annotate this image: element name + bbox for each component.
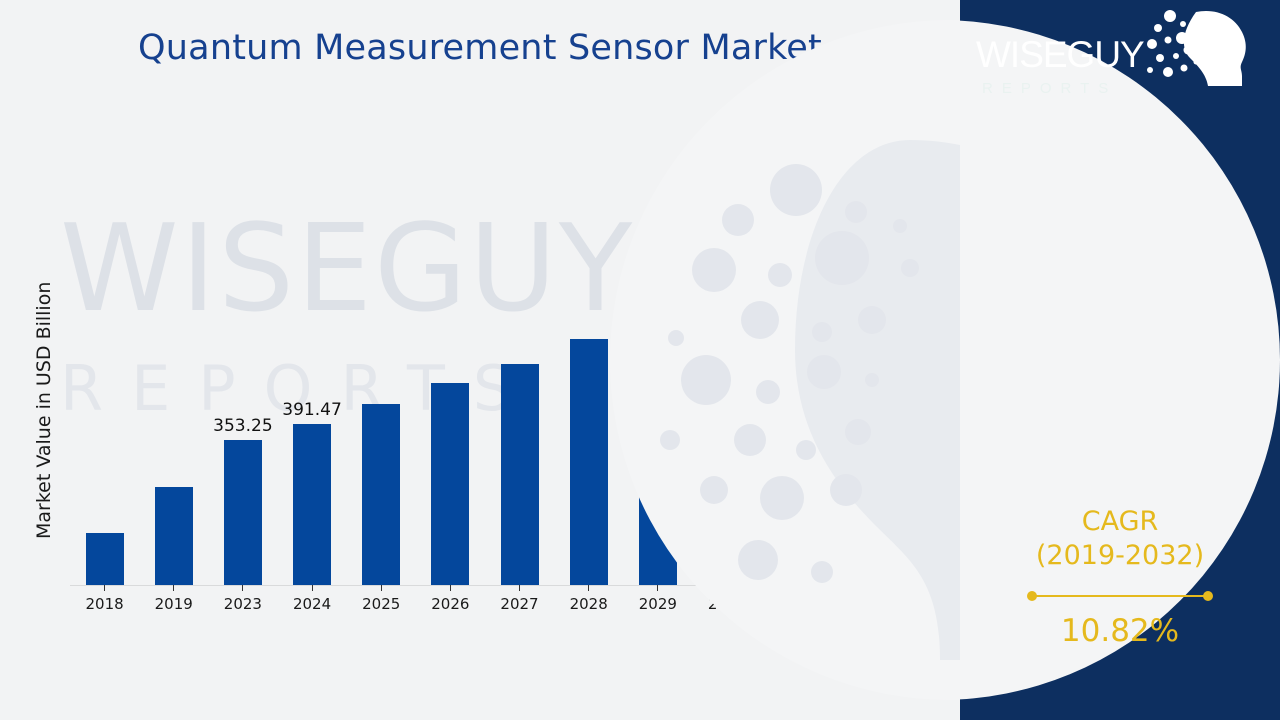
x-axis-line (70, 585, 900, 586)
chart-title: Quantum Measurement Sensor Market (138, 28, 822, 68)
x-tick-2023: 2023 (209, 585, 277, 619)
tick-mark (380, 585, 382, 591)
x-tick-2026: 2026 (416, 585, 484, 619)
tick-label: 2026 (431, 595, 470, 613)
bar-slot (416, 150, 484, 585)
tick-mark (449, 585, 451, 591)
bar-slot (347, 150, 415, 585)
bar-2024 (293, 424, 332, 585)
bar-slot (486, 150, 554, 585)
x-tick-2030: 2030 (693, 585, 761, 619)
tick-mark (104, 585, 106, 591)
tick-mark (173, 585, 175, 591)
tick-mark (519, 585, 521, 591)
bar-value-label: 890.52 (835, 196, 896, 216)
bar-2030 (707, 283, 746, 585)
cagr-block: CAGR (2019-2032) 10.82% (960, 505, 1280, 649)
bar-slot (71, 150, 139, 585)
tick-label: 2028 (569, 595, 608, 613)
brand-logo: WISEGUY REPORTS (972, 28, 1272, 118)
bar-2028 (569, 339, 608, 585)
bar-2032 (846, 220, 885, 585)
bar-value-label: 391.47 (282, 400, 342, 420)
divider-line (1033, 595, 1207, 598)
x-tick-2027: 2027 (486, 585, 554, 619)
x-tick-2031: 2031 (762, 585, 830, 619)
tick-mark (864, 585, 866, 591)
plot-area: 353.25 391.47 890.52 (70, 150, 900, 585)
bar-slot: 890.52 (831, 150, 899, 585)
bar-2019 (154, 487, 193, 585)
cagr-divider (1027, 591, 1213, 602)
bar-slot (762, 150, 830, 585)
tick-mark (588, 585, 590, 591)
tick-label: 2023 (223, 595, 262, 613)
tick-label: 2032 (846, 595, 885, 613)
bar-slot (693, 150, 761, 585)
tick-label: 2025 (362, 595, 401, 613)
chart-panel: WISEGUY REPORTS Quantum Measurement Sens… (33, 28, 960, 660)
bar-2027 (500, 364, 539, 585)
bar-slot: 391.47 (278, 150, 346, 585)
tick-mark (657, 585, 659, 591)
tick-label: 2018 (85, 595, 124, 613)
divider-dot-left (1027, 591, 1037, 602)
tick-mark (242, 585, 244, 591)
bar-2031 (777, 250, 816, 585)
y-axis-label: Market Value in USD Billion (33, 281, 55, 539)
side-panel: WISEGUY REPORTS CAGR (2019-2032) 10.82% (960, 0, 1280, 720)
x-tick-2028: 2028 (555, 585, 623, 619)
tick-label: 2031 (777, 595, 816, 613)
tick-label: 2019 (154, 595, 193, 613)
cagr-years: (2019-2032) (1035, 540, 1205, 572)
bar-2026 (431, 383, 470, 585)
cagr-value: 10.82% (1060, 613, 1180, 650)
x-tick-2029: 2029 (624, 585, 692, 619)
tick-label: 2027 (500, 595, 539, 613)
tick-label: 2030 (707, 595, 747, 613)
bar-slot: 353.25 (209, 150, 277, 585)
logo-wordmark: WISEGUY (976, 34, 1145, 75)
logo-subtext: REPORTS (982, 80, 1118, 97)
logo-head-icon (1147, 10, 1246, 86)
bar-slot (555, 150, 623, 585)
divider-dot-right (1203, 591, 1213, 602)
bar-series: 353.25 391.47 890.52 (70, 150, 900, 585)
bar-2023 (223, 440, 262, 585)
x-tick-2025: 2025 (347, 585, 415, 619)
bar-2025 (362, 404, 401, 585)
x-tick-2018: 2018 (71, 585, 139, 619)
bar-2029 (638, 314, 677, 585)
x-axis-tick-labels: 2018 2019 2023 2024 2025 2026 2027 2028 2029 2030… (70, 585, 900, 619)
bar-slot (624, 150, 692, 585)
tick-label: 2024 (292, 595, 332, 613)
bar-value-label: 353.25 (213, 416, 273, 436)
cagr-title: CAGR (1081, 506, 1159, 537)
tick-mark (726, 585, 728, 591)
x-tick-2024: 2024 (278, 585, 346, 619)
tick-mark (311, 585, 313, 591)
x-tick-2019: 2019 (140, 585, 208, 619)
tick-label: 2029 (638, 595, 677, 613)
x-tick-2032: 2032 (831, 585, 899, 619)
bar-slot (140, 150, 208, 585)
tick-mark (795, 585, 797, 591)
bar-2018 (85, 533, 124, 585)
